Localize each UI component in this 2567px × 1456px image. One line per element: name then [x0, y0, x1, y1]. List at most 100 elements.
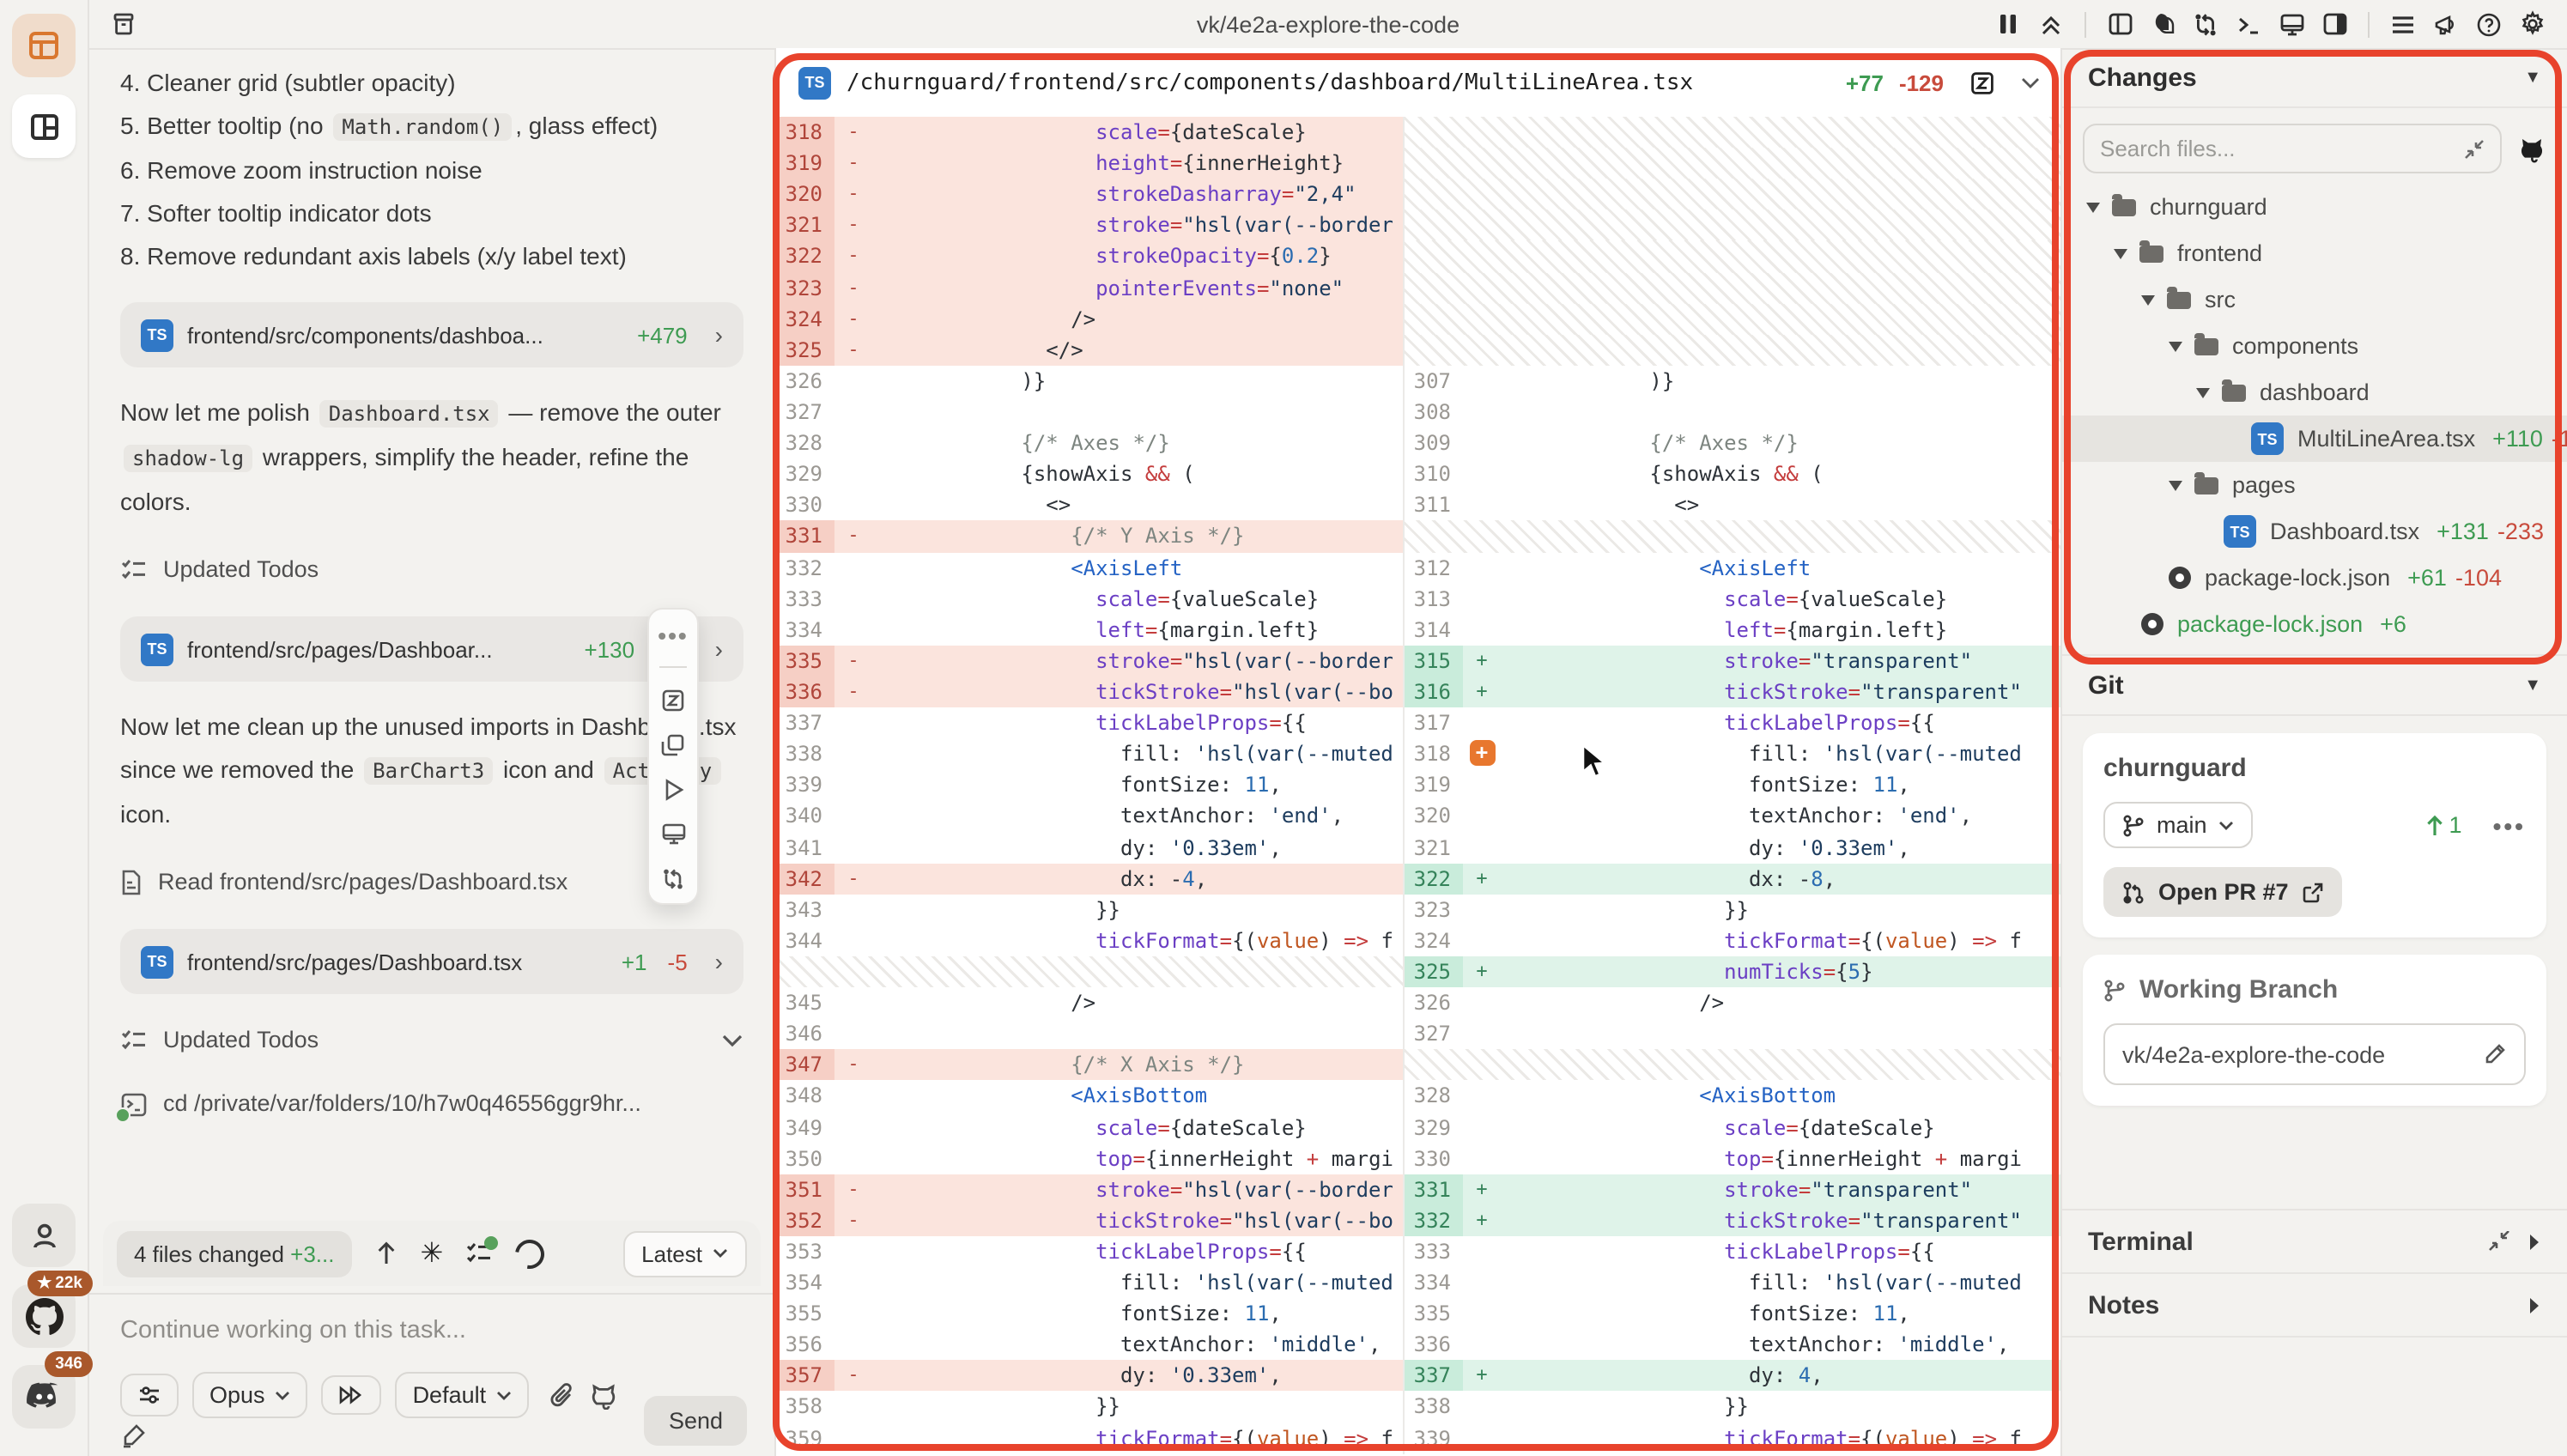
diff-line[interactable]: 324- /> [776, 303, 1403, 334]
caret-down-icon[interactable] [2169, 341, 2182, 351]
diff-line[interactable]: 344 tickFormat={(value) => f [776, 925, 1403, 956]
file-change-chip[interactable]: TSfrontend/src/pages/Dashboard.tsx+1-5› [120, 929, 743, 994]
caret-down-icon[interactable] [2114, 248, 2127, 258]
diff-line[interactable]: 331- {/* Y Axis */} [776, 521, 1403, 552]
composer-placeholder[interactable]: Continue working on this task... [120, 1317, 743, 1344]
panel-left-icon[interactable] [2105, 9, 2134, 39]
chevron-right-icon[interactable] [2528, 1295, 2541, 1314]
chevron-down-icon[interactable] [721, 1034, 743, 1047]
diff-line[interactable]: 318+ fill: 'hsl(var(--muted [1403, 738, 2062, 769]
diff-line[interactable]: 314 left={margin.left} [1403, 615, 2062, 646]
mode-dropdown[interactable]: Default [396, 1372, 530, 1418]
diff-line[interactable]: 338 fill: 'hsl(var(--muted [776, 738, 1403, 769]
copy-icon[interactable] [661, 731, 685, 757]
diff-line[interactable]: 359 tickFormat={(value) => f [776, 1423, 1403, 1453]
chevron-down-icon[interactable] [2021, 76, 2040, 88]
diff-line[interactable]: 352- tickStroke="hsl(var(--bo [776, 1205, 1403, 1236]
tree-folder-row[interactable]: components [2062, 323, 2567, 369]
diff-line[interactable]: 335 fontSize: 11, [1403, 1298, 2062, 1329]
diff-line[interactable]: 319 fontSize: 11, [1403, 770, 2062, 801]
caret-down-icon[interactable] [2086, 202, 2100, 212]
tree-folder-row[interactable]: churnguard [2062, 184, 2567, 230]
message-composer[interactable]: Continue working on this task... Opus De… [89, 1293, 774, 1456]
attach-button[interactable] [549, 1381, 575, 1409]
chevron-right-icon[interactable] [2528, 1232, 2541, 1251]
diff-rows[interactable]: 318- scale={dateScale}319- height={inner… [776, 117, 2062, 1456]
files-changed-chip[interactable]: 4 files changed +3... [117, 1230, 352, 1277]
expand-icon[interactable] [2488, 1230, 2510, 1253]
latest-dropdown[interactable]: Latest [622, 1230, 747, 1277]
pause-icon[interactable] [1994, 9, 2023, 39]
diff-line[interactable]: 337 tickLabelProps={{ [776, 707, 1403, 738]
diff-line[interactable]: 341 dy: '0.33em', [776, 832, 1403, 863]
diff-line[interactable]: 353 tickLabelProps={{ [776, 1236, 1403, 1267]
tree-file-row[interactable]: TSMultiLineArea.tsx+110-162 [2062, 416, 2567, 462]
notes-section-header[interactable]: Notes [2062, 1272, 2567, 1336]
branch-dropdown[interactable]: main [2103, 802, 2254, 848]
diff-line[interactable]: 354 fill: 'hsl(var(--muted [776, 1267, 1403, 1298]
working-branch-input[interactable]: vk/4e2a-explore-the-code [2103, 1023, 2526, 1085]
diff-line[interactable]: 339 tickFormat={(value) => f [1403, 1423, 2062, 1453]
updated-todos-row[interactable]: Updated Todos [120, 1023, 743, 1058]
diff-line[interactable]: 309 {/* Axes */} [1403, 428, 2062, 458]
diff-line[interactable]: 326 /> [1403, 987, 2062, 1018]
diff-line[interactable]: 323 }} [1403, 894, 2062, 925]
tree-folder-row[interactable]: pages [2062, 462, 2567, 508]
search-input[interactable]: Search files... [2083, 124, 2502, 173]
send-button[interactable]: Send [645, 1396, 747, 1446]
github-button[interactable]: ★ 22k [12, 1284, 76, 1348]
diff-line[interactable]: 318- scale={dateScale} [776, 117, 1403, 148]
diff-line[interactable]: 333 tickLabelProps={{ [1403, 1236, 2062, 1267]
caret-down-icon[interactable] [2169, 480, 2182, 490]
more-icon[interactable]: ••• [2493, 811, 2526, 839]
diff-line[interactable]: 345 /> [776, 987, 1403, 1018]
diff-line[interactable]: 326 )} [776, 366, 1403, 397]
diff-line[interactable]: 331+ stroke="transparent" [1403, 1174, 2062, 1204]
diff-line[interactable]: 322- strokeOpacity={0.2} [776, 241, 1403, 272]
tree-file-row[interactable]: package-lock.json+61-104 [2062, 555, 2567, 601]
discord-button[interactable]: 346 [12, 1365, 76, 1429]
diff-line[interactable]: 321 dy: '0.33em', [1403, 832, 2062, 863]
diff-line[interactable]: 312 <AxisLeft [1403, 552, 2062, 583]
megaphone-icon[interactable] [2431, 9, 2461, 39]
board-tab[interactable] [12, 94, 76, 158]
diff-line[interactable]: 307 )} [1403, 366, 2062, 397]
diff-line[interactable]: 343 }} [776, 894, 1403, 925]
diff-line[interactable]: 336- tickStroke="hsl(var(--bo [776, 676, 1403, 707]
diff-line[interactable]: 310 {showAxis && ( [1403, 458, 2062, 489]
diff-line[interactable]: 358 }} [776, 1392, 1403, 1423]
diff-line[interactable]: 347- {/* X Axis */} [776, 1050, 1403, 1081]
help-icon[interactable] [2474, 9, 2503, 39]
model-dropdown[interactable]: Opus [192, 1372, 308, 1418]
diff-line[interactable]: 327 [776, 397, 1403, 428]
diff-line[interactable]: 322+ dx: -8, [1403, 863, 2062, 894]
diff-line[interactable]: 334 left={margin.left} [776, 615, 1403, 646]
monitor-icon[interactable] [2277, 9, 2306, 39]
todo-status-icon[interactable] [465, 1241, 493, 1265]
diff-line[interactable]: 333 scale={valueScale} [776, 583, 1403, 614]
composer-settings-button[interactable] [120, 1374, 179, 1417]
caret-down-icon[interactable] [2141, 294, 2155, 305]
collapse-tree-icon[interactable] [2464, 138, 2485, 159]
diff-line[interactable]: 339 fontSize: 11, [776, 770, 1403, 801]
diff-line[interactable]: 332+ tickStroke="transparent" [1403, 1205, 2062, 1236]
diff-line[interactable]: 328 <AxisBottom [1403, 1081, 2062, 1112]
scroll-up-icon[interactable] [374, 1240, 398, 1267]
diff-line[interactable]: 328 {/* Axes */} [776, 428, 1403, 458]
diff-line[interactable]: 329 scale={dateScale} [1403, 1112, 2062, 1143]
diff-line[interactable]: 332 <AxisLeft [776, 552, 1403, 583]
diff-line[interactable]: 336 textAnchor: 'middle', [1403, 1330, 2062, 1361]
diff-line[interactable]: 329 {showAxis && ( [776, 458, 1403, 489]
settings-gear-icon[interactable] [2517, 9, 2546, 39]
diff-line[interactable]: 320 textAnchor: 'end', [1403, 801, 2062, 832]
changes-section-header[interactable]: Changes ▼ [2062, 48, 2567, 108]
git-compare-icon[interactable] [661, 865, 685, 891]
spark-icon[interactable]: ✳ [421, 1236, 444, 1271]
diff-line[interactable]: 311 <> [1403, 490, 2062, 521]
git-compare-icon[interactable] [2191, 9, 2220, 39]
more-icon[interactable]: ••• [658, 622, 688, 647]
monitor-icon[interactable] [660, 821, 686, 846]
diff-line[interactable]: 325+ numTicks={5} [1403, 956, 2062, 987]
diff-line[interactable]: 350 top={innerHeight + margi [776, 1143, 1403, 1174]
cat-icon[interactable] [2517, 135, 2546, 162]
